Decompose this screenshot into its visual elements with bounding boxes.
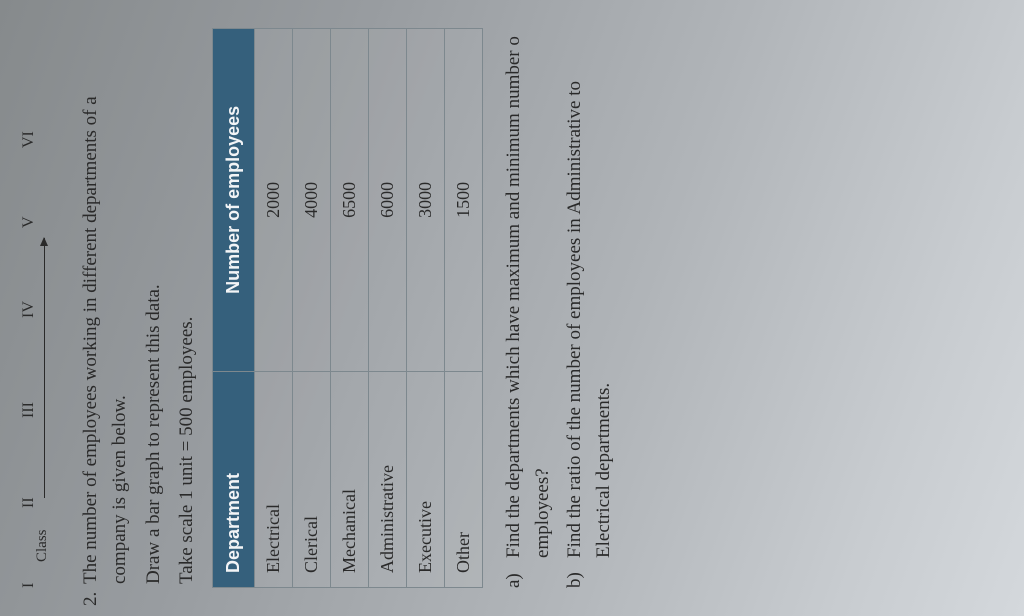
question-instruction-a: Draw a bar graph to represent this data.	[139, 28, 168, 584]
table-row: Other 1500	[444, 29, 482, 588]
subquestion-text: Find the ratio of the number of employee…	[564, 81, 614, 558]
subquestion-text: Find the departments which have maximum …	[503, 36, 553, 558]
subquestion-a: a) Find the departments which have maxim…	[499, 28, 558, 588]
cell-count: 6000	[368, 29, 406, 372]
cell-dept: Electrical	[254, 371, 292, 587]
axis-tick: VI	[20, 131, 38, 148]
question-number: 2.	[76, 592, 105, 606]
axis-tick: II	[20, 497, 38, 508]
header-department: Department	[212, 371, 254, 587]
axis-arrow	[44, 238, 45, 498]
table-row: Executive 3000	[406, 29, 444, 588]
table-row: Clerical 4000	[292, 29, 330, 588]
cell-count: 4000	[292, 29, 330, 372]
axis-tick: V	[20, 216, 38, 228]
employee-table: Department Number of employees Electrica…	[212, 28, 483, 588]
axis-caption: Class	[34, 529, 51, 562]
cell-count: 3000	[406, 29, 444, 372]
cell-dept: Other	[444, 371, 482, 587]
cell-count: 1500	[444, 29, 482, 372]
subquestion-label: a)	[499, 573, 528, 588]
axis-tick: III	[20, 402, 38, 418]
table-row: Mechanical 6500	[330, 29, 368, 588]
table-row: Electrical 2000	[254, 29, 292, 588]
cell-count: 2000	[254, 29, 292, 372]
header-count: Number of employees	[212, 29, 254, 372]
cell-count: 6500	[330, 29, 368, 372]
question-instruction-b: Take scale 1 unit = 500 employees.	[172, 28, 201, 584]
subquestion-label: b)	[560, 572, 589, 588]
sub-questions: a) Find the departments which have maxim…	[499, 28, 619, 588]
table-header-row: Department Number of employees	[212, 29, 254, 588]
question-intro: The number of employees working in diffe…	[76, 28, 135, 584]
subquestion-b: b) Find the ratio of the number of emplo…	[560, 28, 619, 588]
table-row: Administrative 6000	[368, 29, 406, 588]
cell-dept: Administrative	[368, 371, 406, 587]
question-block: 2. The number of employees working in di…	[76, 28, 202, 588]
cell-dept: Mechanical	[330, 371, 368, 587]
cell-dept: Executive	[406, 371, 444, 587]
cell-dept: Clerical	[292, 371, 330, 587]
axis-tick: IV	[20, 301, 38, 318]
class-axis: I II III IV V VI Class	[20, 28, 66, 588]
page-content: I II III IV V VI Class 2. The number of …	[0, 0, 1024, 616]
axis-tick: I	[20, 583, 38, 588]
